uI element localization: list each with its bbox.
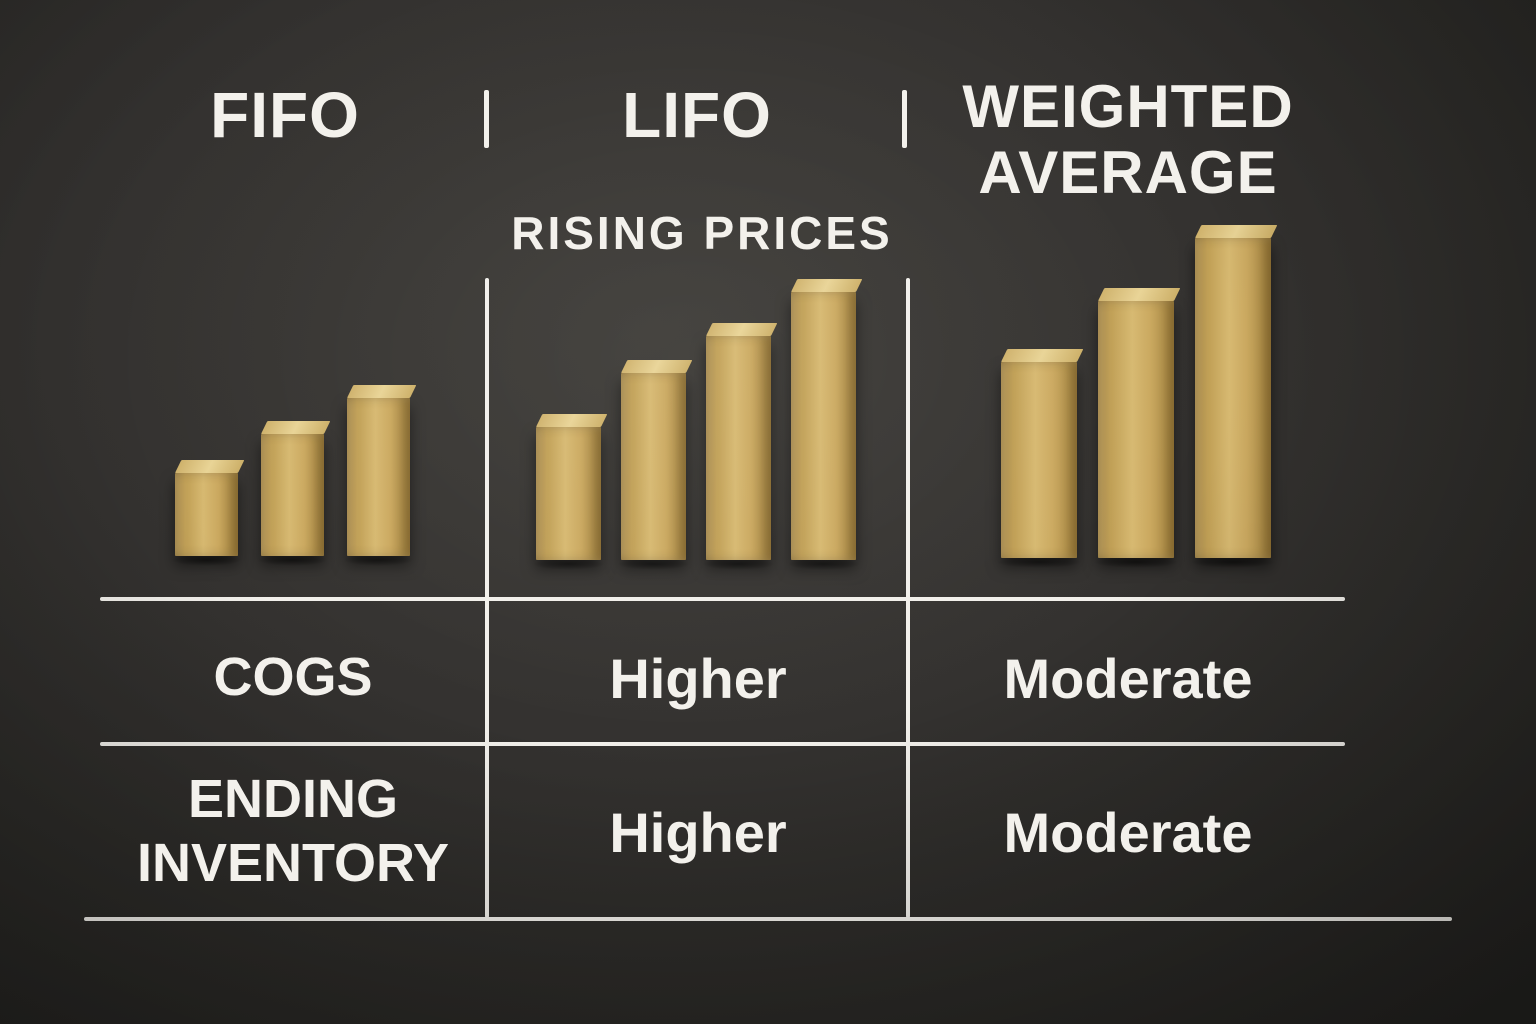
row-divider-line-3 xyxy=(84,917,1452,921)
cell-cogs-weighted: Moderate xyxy=(1003,646,1253,710)
gold-bar xyxy=(1093,301,1179,568)
header-divider-2 xyxy=(902,90,907,148)
row-label-ending-line2: INVENTORY xyxy=(136,833,450,893)
bar-group-fifo xyxy=(171,398,414,566)
row-label-cogs: COGS xyxy=(213,647,373,708)
row-label-ending-inventory: ENDING INVENTORY xyxy=(100,756,486,908)
gold-bar xyxy=(1190,238,1276,568)
row-label-ending-line1: ENDING xyxy=(187,769,398,830)
gold-bar xyxy=(343,398,414,566)
bar-group-weighted-average xyxy=(996,238,1276,568)
gold-bar xyxy=(171,473,242,566)
gold-bar xyxy=(702,336,775,570)
row-divider-line-2 xyxy=(100,742,1345,746)
gold-bar xyxy=(617,373,690,570)
header-weighted-average: WEIGHTED AVERAGE xyxy=(928,74,1328,206)
gold-bar xyxy=(257,434,328,566)
gold-bar xyxy=(532,427,605,570)
bar-group-lifo xyxy=(532,292,860,570)
header-divider-1 xyxy=(484,90,489,148)
gold-bar xyxy=(996,362,1082,568)
header-weighted-line1: WEIGHTED xyxy=(962,73,1294,140)
cell-cogs-lifo: Higher xyxy=(609,646,787,710)
header-weighted-line2: AVERAGE xyxy=(978,139,1278,206)
subtitle-rising-prices: RISING PRICES xyxy=(511,207,893,259)
gold-bar xyxy=(787,292,860,570)
cell-ending-weighted: Moderate xyxy=(1003,800,1253,864)
cell-ending-lifo: Higher xyxy=(609,800,787,864)
header-lifo: LIFO xyxy=(622,79,772,151)
row-divider-line-1 xyxy=(100,597,1345,601)
header-fifo: FIFO xyxy=(210,79,360,151)
